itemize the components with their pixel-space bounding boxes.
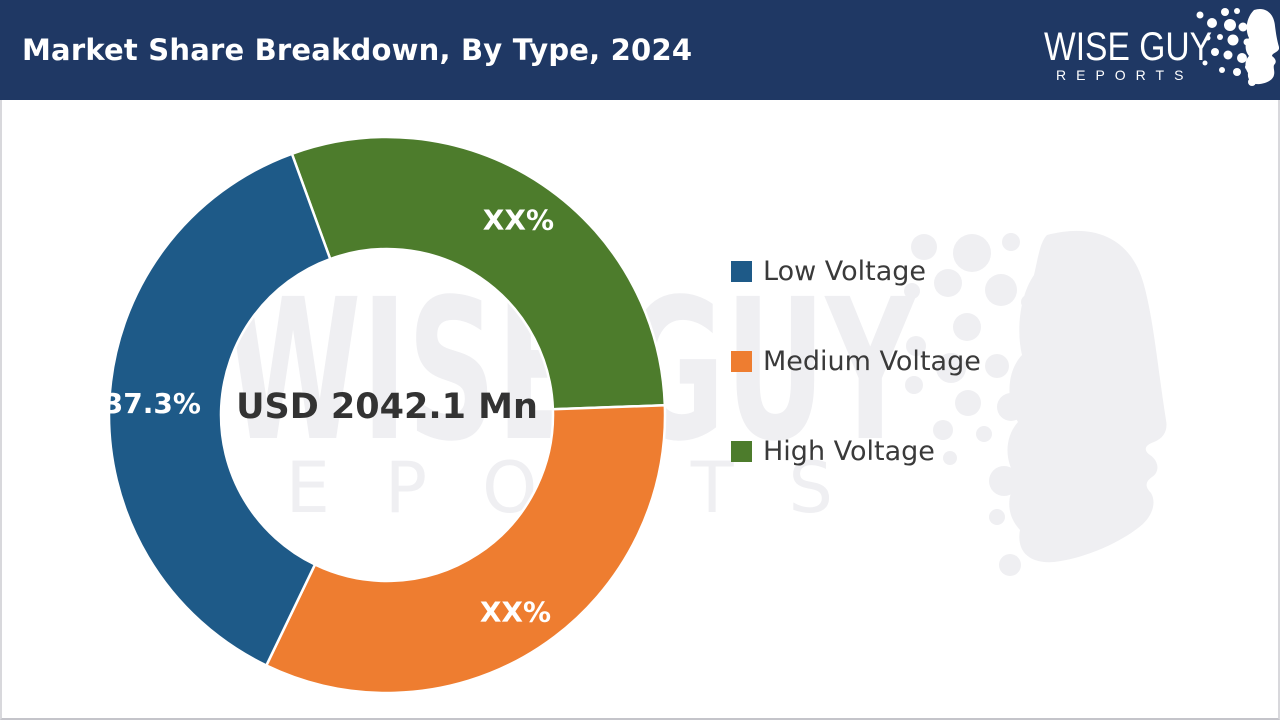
donut-center-value: USD 2042.1 Mn bbox=[236, 387, 538, 427]
legend-label-low-voltage: Low Voltage bbox=[763, 256, 927, 287]
legend-label-medium-voltage: Medium Voltage bbox=[763, 346, 981, 377]
legend-item-high-voltage[interactable]: High Voltage bbox=[731, 436, 981, 467]
header-bar: Market Share Breakdown, By Type, 2024 WI… bbox=[0, 0, 1280, 100]
watermark-sub-text: REPORTS bbox=[182, 447, 888, 529]
legend: Low Voltage Medium Voltage High Voltage bbox=[731, 256, 981, 467]
legend-item-low-voltage[interactable]: Low Voltage bbox=[731, 256, 981, 287]
watermark: WISE GUY REPORTS bbox=[182, 230, 1167, 576]
slice-value-label: XX% bbox=[483, 204, 554, 237]
donut-slice-low-voltage[interactable] bbox=[107, 152, 332, 667]
wiseguy-logo-graphic: WISE GUY REPORTS bbox=[1044, 8, 1279, 86]
donut-slice-medium-voltage[interactable] bbox=[265, 404, 667, 695]
logo-face-icon bbox=[1245, 8, 1279, 85]
logo-sub-text: REPORTS bbox=[1056, 67, 1193, 83]
page-title: Market Share Breakdown, By Type, 2024 bbox=[22, 33, 693, 67]
donut-chart: USD 2042.1 Mn 37.3% XX% XX% bbox=[107, 135, 667, 695]
slice-value-label: 37.3% bbox=[107, 387, 201, 420]
slice-value-label: XX% bbox=[480, 595, 551, 628]
watermark-face-icon bbox=[1007, 230, 1167, 563]
legend-label-high-voltage: High Voltage bbox=[763, 436, 935, 467]
logo-brand-text: WISE GUY bbox=[1044, 25, 1212, 69]
wiseguy-logo: WISE GUY REPORTS bbox=[1030, 0, 1280, 100]
legend-item-medium-voltage[interactable]: Medium Voltage bbox=[731, 346, 981, 377]
legend-swatch-low-voltage bbox=[731, 261, 752, 282]
legend-swatch-medium-voltage bbox=[731, 351, 752, 372]
legend-swatch-high-voltage bbox=[731, 441, 752, 462]
donut-slice-high-voltage[interactable] bbox=[290, 135, 667, 411]
chart-canvas: WISE GUY REPORTS USD 2042.1 Mn 37.3% XX% X… bbox=[0, 100, 1280, 720]
